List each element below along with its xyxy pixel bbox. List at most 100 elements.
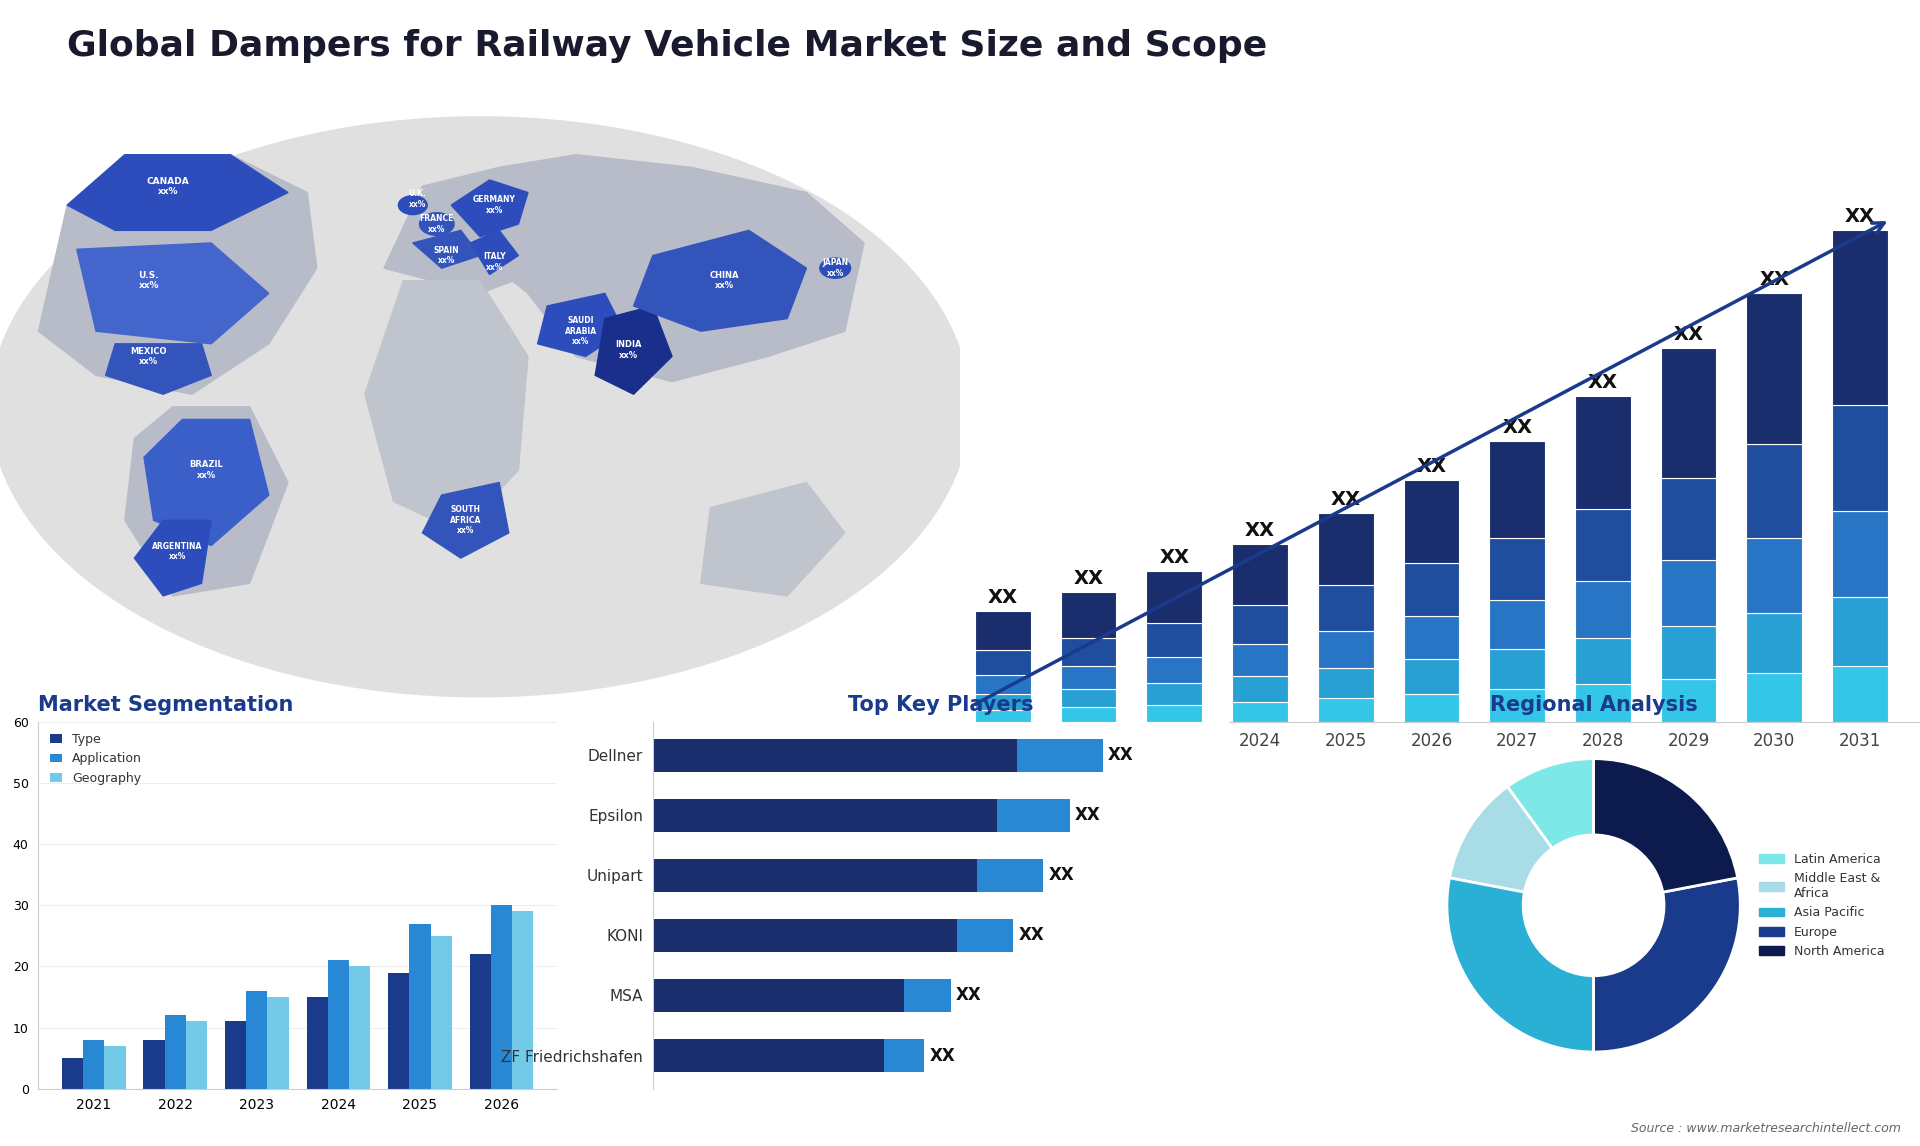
Bar <box>1060 637 1116 666</box>
Text: XX: XX <box>1588 374 1619 392</box>
Text: XX: XX <box>1020 926 1044 944</box>
Circle shape <box>820 258 851 278</box>
Bar <box>470 955 492 1089</box>
Bar <box>904 979 950 1012</box>
Polygon shape <box>125 407 288 596</box>
Bar <box>104 1046 125 1089</box>
Bar <box>975 650 1031 675</box>
Text: XX: XX <box>1073 570 1104 588</box>
Bar <box>1574 684 1630 722</box>
Bar <box>1404 693 1459 722</box>
Text: XX: XX <box>989 588 1018 607</box>
Text: U.S.
xx%: U.S. xx% <box>138 272 159 290</box>
Bar <box>1574 397 1630 509</box>
Bar <box>1317 630 1373 668</box>
Polygon shape <box>451 180 528 237</box>
Polygon shape <box>470 230 518 275</box>
Text: XX: XX <box>1759 270 1789 289</box>
Bar <box>1574 581 1630 638</box>
Bar <box>653 979 904 1012</box>
Bar <box>1661 680 1716 722</box>
Bar <box>430 936 451 1089</box>
Bar <box>1060 592 1116 637</box>
Text: XX: XX <box>1845 206 1876 226</box>
Bar <box>1490 537 1546 599</box>
Bar <box>1146 683 1202 705</box>
Bar <box>1574 638 1630 684</box>
Text: XX: XX <box>1048 866 1075 885</box>
Bar <box>61 1058 83 1089</box>
Bar <box>513 911 534 1089</box>
Polygon shape <box>413 230 480 268</box>
Text: XX: XX <box>1674 324 1703 344</box>
Bar <box>653 858 977 892</box>
Bar <box>975 675 1031 694</box>
Polygon shape <box>365 281 528 533</box>
Bar <box>1317 513 1373 584</box>
Bar <box>885 1039 924 1072</box>
Bar <box>975 611 1031 650</box>
Wedge shape <box>1450 786 1551 892</box>
Text: XX: XX <box>1244 521 1275 540</box>
Bar <box>1018 739 1102 771</box>
Text: SPAIN
xx%: SPAIN xx% <box>434 246 459 265</box>
Bar <box>975 709 1031 722</box>
Wedge shape <box>1594 759 1738 892</box>
Text: U.K.
xx%: U.K. xx% <box>409 189 426 209</box>
Bar <box>1404 659 1459 693</box>
Bar <box>1060 707 1116 722</box>
Bar <box>1574 509 1630 581</box>
Bar <box>165 1015 186 1089</box>
Bar <box>653 1039 885 1072</box>
Title: Regional Analysis: Regional Analysis <box>1490 694 1697 715</box>
Bar <box>653 739 1018 771</box>
Bar <box>1490 650 1546 689</box>
Text: ITALY
xx%: ITALY xx% <box>484 252 505 272</box>
Text: XX: XX <box>1331 490 1361 510</box>
Bar <box>1661 626 1716 680</box>
Text: SOUTH
AFRICA
xx%: SOUTH AFRICA xx% <box>449 505 482 535</box>
Bar <box>492 905 513 1089</box>
Bar <box>349 966 371 1089</box>
Text: JAPAN
xx%: JAPAN xx% <box>822 259 849 277</box>
Bar <box>1317 584 1373 630</box>
Legend: Latin America, Middle East &
Africa, Asia Pacific, Europe, North America: Latin America, Middle East & Africa, Asi… <box>1753 848 1889 963</box>
Text: XX: XX <box>1417 457 1446 476</box>
Bar <box>1490 441 1546 537</box>
Bar <box>1317 698 1373 722</box>
Title: Top Key Players: Top Key Players <box>849 694 1033 715</box>
Text: XX: XX <box>1501 418 1532 437</box>
Text: Source : www.marketresearchintellect.com: Source : www.marketresearchintellect.com <box>1630 1122 1901 1135</box>
Text: CANADA
xx%: CANADA xx% <box>146 176 190 196</box>
Text: CHINA
xx%: CHINA xx% <box>710 272 739 290</box>
Text: Market Segmentation: Market Segmentation <box>38 694 294 715</box>
Bar <box>1404 563 1459 617</box>
Bar <box>1233 676 1288 701</box>
Text: ARGENTINA
xx%: ARGENTINA xx% <box>152 542 204 562</box>
Bar <box>409 924 430 1089</box>
Bar <box>1661 560 1716 626</box>
Text: Global Dampers for Railway Vehicle Market Size and Scope: Global Dampers for Railway Vehicle Marke… <box>67 29 1267 63</box>
Wedge shape <box>1507 759 1594 848</box>
Wedge shape <box>1594 878 1740 1052</box>
Bar <box>1661 478 1716 560</box>
Polygon shape <box>144 419 269 545</box>
Bar <box>1146 571 1202 623</box>
Text: BRAZIL
xx%: BRAZIL xx% <box>190 461 223 479</box>
Polygon shape <box>422 482 509 558</box>
Text: SAUDI
ARABIA
xx%: SAUDI ARABIA xx% <box>564 316 597 346</box>
Bar <box>1404 617 1459 659</box>
Text: XX: XX <box>1108 746 1135 764</box>
Text: XX: XX <box>1075 807 1100 824</box>
Bar <box>1146 705 1202 722</box>
Bar <box>328 960 349 1089</box>
Bar <box>1490 599 1546 650</box>
Bar <box>996 799 1069 832</box>
Text: MEXICO
xx%: MEXICO xx% <box>131 347 167 366</box>
Bar <box>1060 689 1116 707</box>
Bar <box>1747 613 1803 673</box>
Polygon shape <box>134 520 211 596</box>
Polygon shape <box>701 482 845 596</box>
Bar <box>1747 673 1803 722</box>
Text: XX: XX <box>956 987 981 1004</box>
